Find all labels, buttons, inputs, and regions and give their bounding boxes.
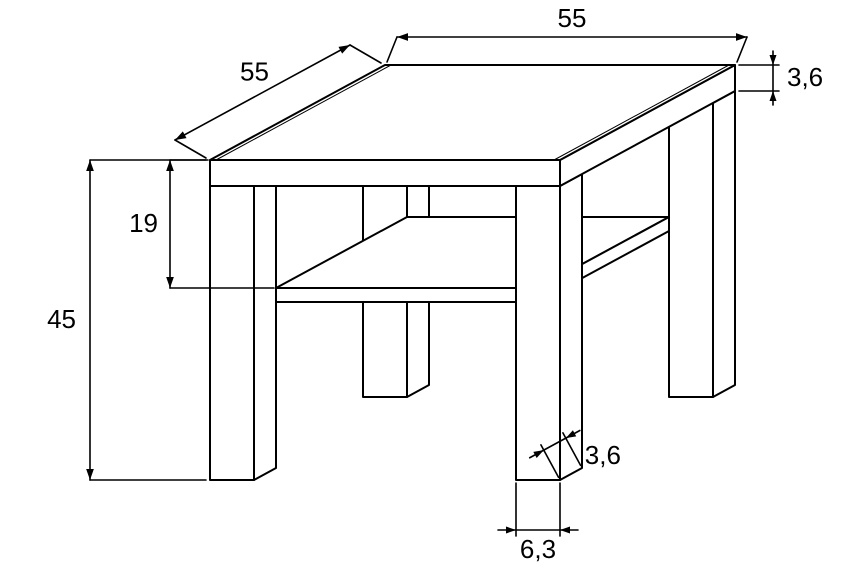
- dim-width-55: 55: [558, 3, 587, 33]
- dim-height-45: 45: [47, 304, 76, 334]
- table-dimension-diagram: 55 55 3,6 45 19 6,3 3,6: [0, 0, 850, 577]
- dim-leg-depth: 3,6: [585, 440, 621, 470]
- dim-shelf-19: 19: [129, 208, 158, 238]
- dim-leg-width: 6,3: [520, 534, 556, 564]
- dim-depth-55: 55: [240, 57, 269, 87]
- dim-top-thickness: 3,6: [787, 62, 823, 92]
